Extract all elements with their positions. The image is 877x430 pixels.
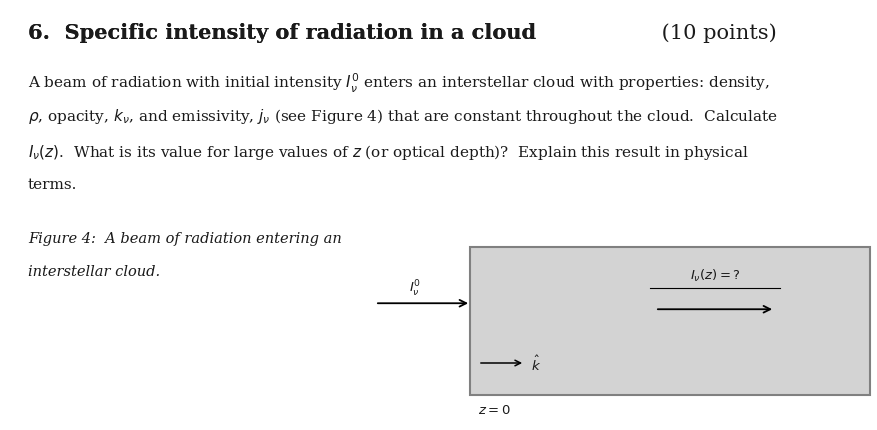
Bar — [470, 247, 870, 395]
Text: 6.  Specific intensity of radiation in a cloud (10 points): 6. Specific intensity of radiation in a … — [28, 23, 607, 43]
Text: $I_\nu(z)$.  What is its value for large values of $z$ (or optical depth)?  Expl: $I_\nu(z)$. What is its value for large … — [28, 143, 749, 162]
Text: terms.: terms. — [28, 178, 77, 192]
Text: interstellar cloud.: interstellar cloud. — [28, 264, 160, 278]
Text: $\hat{k}$: $\hat{k}$ — [531, 353, 541, 373]
Text: $I_\nu(z) = ?$: $I_\nu(z) = ?$ — [689, 267, 740, 283]
Text: 6.  Specific intensity of radiation in a cloud: 6. Specific intensity of radiation in a … — [28, 23, 536, 43]
Text: $\rho$, opacity, $k_\nu$, and emissivity, $j_\nu$ (see Figure 4) that are consta: $\rho$, opacity, $k_\nu$, and emissivity… — [28, 107, 778, 126]
Text: Figure 4:  A beam of radiation entering an: Figure 4: A beam of radiation entering a… — [28, 231, 342, 246]
Text: $z=0$: $z=0$ — [478, 403, 510, 416]
Text: 6.  Specific intensity of radiation in a cloud: 6. Specific intensity of radiation in a … — [28, 23, 536, 43]
Text: $I_\nu^0$: $I_\nu^0$ — [409, 279, 421, 298]
Text: (10 points): (10 points) — [655, 23, 777, 43]
Text: A beam of radiation with initial intensity $I_\nu^0$ enters an interstellar clou: A beam of radiation with initial intensi… — [28, 72, 770, 95]
